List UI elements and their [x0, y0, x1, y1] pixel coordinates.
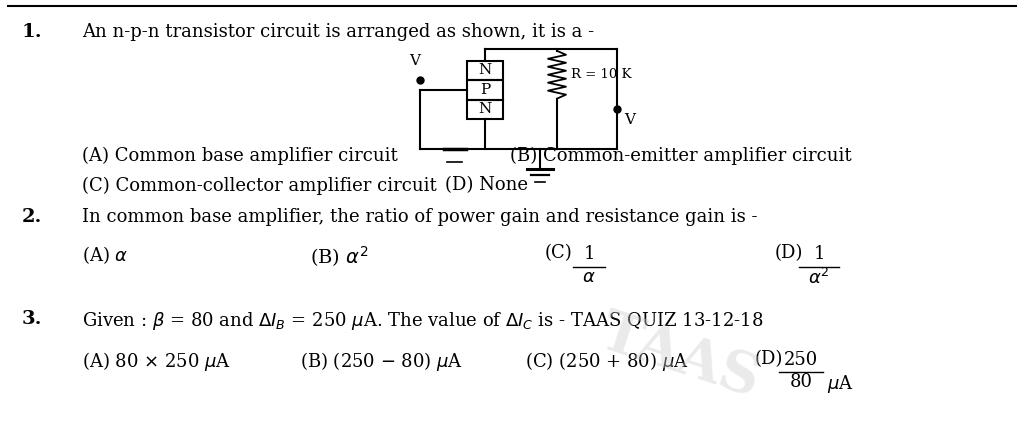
Text: (B) (250 $-$ 80) $\mu$A: (B) (250 $-$ 80) $\mu$A — [300, 350, 463, 373]
Text: TAAS: TAAS — [593, 305, 767, 408]
Text: P: P — [480, 83, 490, 97]
Text: 2.: 2. — [22, 208, 42, 226]
Text: (C): (C) — [545, 244, 572, 262]
Text: 80: 80 — [790, 373, 812, 391]
Text: 1: 1 — [813, 245, 824, 263]
Text: (A) Common base amplifier circuit: (A) Common base amplifier circuit — [82, 146, 397, 165]
Text: $\alpha$: $\alpha$ — [583, 267, 596, 286]
Bar — [467, 61, 503, 80]
Text: (B) Common-emitter amplifier circuit: (B) Common-emitter amplifier circuit — [510, 146, 852, 165]
Text: 1: 1 — [584, 245, 595, 263]
Text: V: V — [410, 54, 421, 68]
Text: Given : $\beta$ = 80 and $\Delta I_B$ = 250 $\mu$A. The value of $\Delta I_C$ is: Given : $\beta$ = 80 and $\Delta I_B$ = … — [82, 310, 764, 332]
Text: (C) (250 + 80) $\mu$A: (C) (250 + 80) $\mu$A — [525, 350, 689, 373]
Text: In common base amplifier, the ratio of power gain and resistance gain is -: In common base amplifier, the ratio of p… — [82, 208, 758, 226]
Text: $\alpha^2$: $\alpha^2$ — [808, 267, 829, 288]
Text: R = 10 K: R = 10 K — [571, 68, 632, 81]
Text: (A) $\alpha$: (A) $\alpha$ — [82, 244, 128, 266]
Text: $\mu$A: $\mu$A — [827, 373, 854, 395]
Text: (C) Common-collector amplifier circuit: (C) Common-collector amplifier circuit — [82, 176, 437, 195]
Text: 250: 250 — [784, 351, 818, 369]
Text: 1.: 1. — [22, 23, 43, 41]
Text: (B) $\alpha^2$: (B) $\alpha^2$ — [310, 244, 369, 269]
Bar — [467, 100, 503, 119]
Text: (A) 80 $\times$ 250 $\mu$A: (A) 80 $\times$ 250 $\mu$A — [82, 350, 230, 373]
Text: (D): (D) — [755, 350, 783, 368]
Text: 3.: 3. — [22, 310, 43, 328]
Text: N: N — [478, 63, 492, 77]
Text: (D) None: (D) None — [445, 176, 528, 194]
Bar — [467, 80, 503, 100]
Text: V: V — [624, 113, 635, 126]
Text: An n-p-n transistor circuit is arranged as shown, it is a -: An n-p-n transistor circuit is arranged … — [82, 23, 594, 41]
Text: N: N — [478, 102, 492, 116]
Text: (D): (D) — [775, 244, 804, 262]
